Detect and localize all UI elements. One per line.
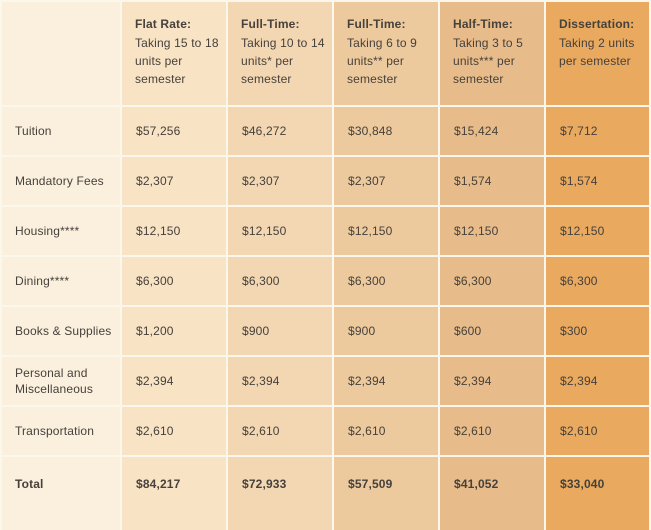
column-header-title: Full-Time:	[347, 17, 406, 31]
value-cell: $2,307	[228, 157, 332, 205]
value-cell: $57,256	[122, 107, 226, 155]
row-label: Mandatory Fees	[2, 157, 120, 205]
column-header-subtitle-line: Taking 10 to 14	[241, 36, 325, 50]
header-row: Flat Rate: Taking 15 to 18 units per semest…	[2, 2, 649, 105]
value-cell: $300	[546, 307, 649, 355]
table-row: Transportation $2,610 $2,610 $2,610 $2,610 $2…	[2, 407, 649, 455]
column-header-title: Full-Time:	[241, 17, 300, 31]
column-header-subtitle-line: semester	[347, 72, 398, 86]
value-cell: $2,394	[440, 357, 544, 405]
column-header: Full-Time: Taking 10 to 14 units* per semes…	[228, 2, 332, 105]
column-header-subtitle-line: units* per	[241, 54, 294, 68]
column-header: Flat Rate: Taking 15 to 18 units per semest…	[122, 2, 226, 105]
value-cell: $2,307	[122, 157, 226, 205]
total-value-cell: $41,052	[440, 457, 544, 530]
value-cell: $2,610	[546, 407, 649, 455]
value-cell: $12,150	[122, 207, 226, 255]
column-header-subtitle-line: semester	[453, 72, 504, 86]
value-cell: $12,150	[546, 207, 649, 255]
column-header-subtitle-line: semester	[135, 72, 186, 86]
total-row-label: Total	[2, 457, 120, 530]
value-cell: $1,574	[440, 157, 544, 205]
value-cell: $7,712	[546, 107, 649, 155]
value-cell: $30,848	[334, 107, 438, 155]
total-value-cell: $72,933	[228, 457, 332, 530]
value-cell: $2,394	[334, 357, 438, 405]
row-label: Tuition	[2, 107, 120, 155]
column-header-subtitle-line: units*** per	[453, 54, 515, 68]
column-header: Full-Time: Taking 6 to 9 units** per semest…	[334, 2, 438, 105]
table-row: Mandatory Fees $2,307 $2,307 $2,307 $1,574 $1…	[2, 157, 649, 205]
corner-cell	[2, 2, 120, 105]
value-cell: $6,300	[334, 257, 438, 305]
value-cell: $1,200	[122, 307, 226, 355]
column-header-subtitle-line: Taking 3 to 5	[453, 36, 523, 50]
table-row: Tuition $57,256 $46,272 $30,848 $15,424 $7,71…	[2, 107, 649, 155]
value-cell: $2,610	[440, 407, 544, 455]
value-cell: $2,307	[334, 157, 438, 205]
column-header-subtitle-line: Taking 15 to 18	[135, 36, 219, 50]
value-cell: $6,300	[228, 257, 332, 305]
value-cell: $6,300	[122, 257, 226, 305]
column-header: Dissertation: Taking 2 units per semester	[546, 2, 649, 105]
value-cell: $2,610	[334, 407, 438, 455]
table-row: Housing**** $12,150 $12,150 $12,150 $12,150 $…	[2, 207, 649, 255]
row-label: Housing****	[2, 207, 120, 255]
row-label: Dining****	[2, 257, 120, 305]
table-row: Dining**** $6,300 $6,300 $6,300 $6,300 $6,300	[2, 257, 649, 305]
value-cell: $2,610	[122, 407, 226, 455]
value-cell: $12,150	[334, 207, 438, 255]
column-header-subtitle-line: Taking 2 units	[559, 36, 635, 50]
value-cell: $600	[440, 307, 544, 355]
column-header-subtitle-line: semester	[241, 72, 292, 86]
column-header-title: Half-Time:	[453, 17, 513, 31]
value-cell: $2,610	[228, 407, 332, 455]
column-header-subtitle-line: units per	[135, 54, 183, 68]
value-cell: $46,272	[228, 107, 332, 155]
value-cell: $900	[334, 307, 438, 355]
row-label: Books & Supplies	[2, 307, 120, 355]
row-label: Transportation	[2, 407, 120, 455]
column-header-subtitle-line: units** per	[347, 54, 405, 68]
column-header-title: Dissertation:	[559, 17, 635, 31]
total-value-cell: $57,509	[334, 457, 438, 530]
value-cell: $2,394	[546, 357, 649, 405]
column-header: Half-Time: Taking 3 to 5 units*** per semes…	[440, 2, 544, 105]
value-cell: $15,424	[440, 107, 544, 155]
column-header-title: Flat Rate:	[135, 17, 192, 31]
total-value-cell: $33,040	[546, 457, 649, 530]
value-cell: $900	[228, 307, 332, 355]
table-row: Personal and Miscellaneous $2,394 $2,394 $2…	[2, 357, 649, 405]
table-row: Books & Supplies $1,200 $900 $900 $600 $300	[2, 307, 649, 355]
total-value-cell: $84,217	[122, 457, 226, 530]
value-cell: $12,150	[228, 207, 332, 255]
value-cell: $2,394	[228, 357, 332, 405]
column-header-subtitle-line: per semester	[559, 54, 631, 68]
value-cell: $6,300	[440, 257, 544, 305]
value-cell: $6,300	[546, 257, 649, 305]
total-row: Total $84,217 $72,933 $57,509 $41,052 $33,040	[2, 457, 649, 530]
row-label: Personal and Miscellaneous	[2, 357, 120, 405]
column-header-subtitle-line: Taking 6 to 9	[347, 36, 417, 50]
value-cell: $12,150	[440, 207, 544, 255]
value-cell: $2,394	[122, 357, 226, 405]
value-cell: $1,574	[546, 157, 649, 205]
